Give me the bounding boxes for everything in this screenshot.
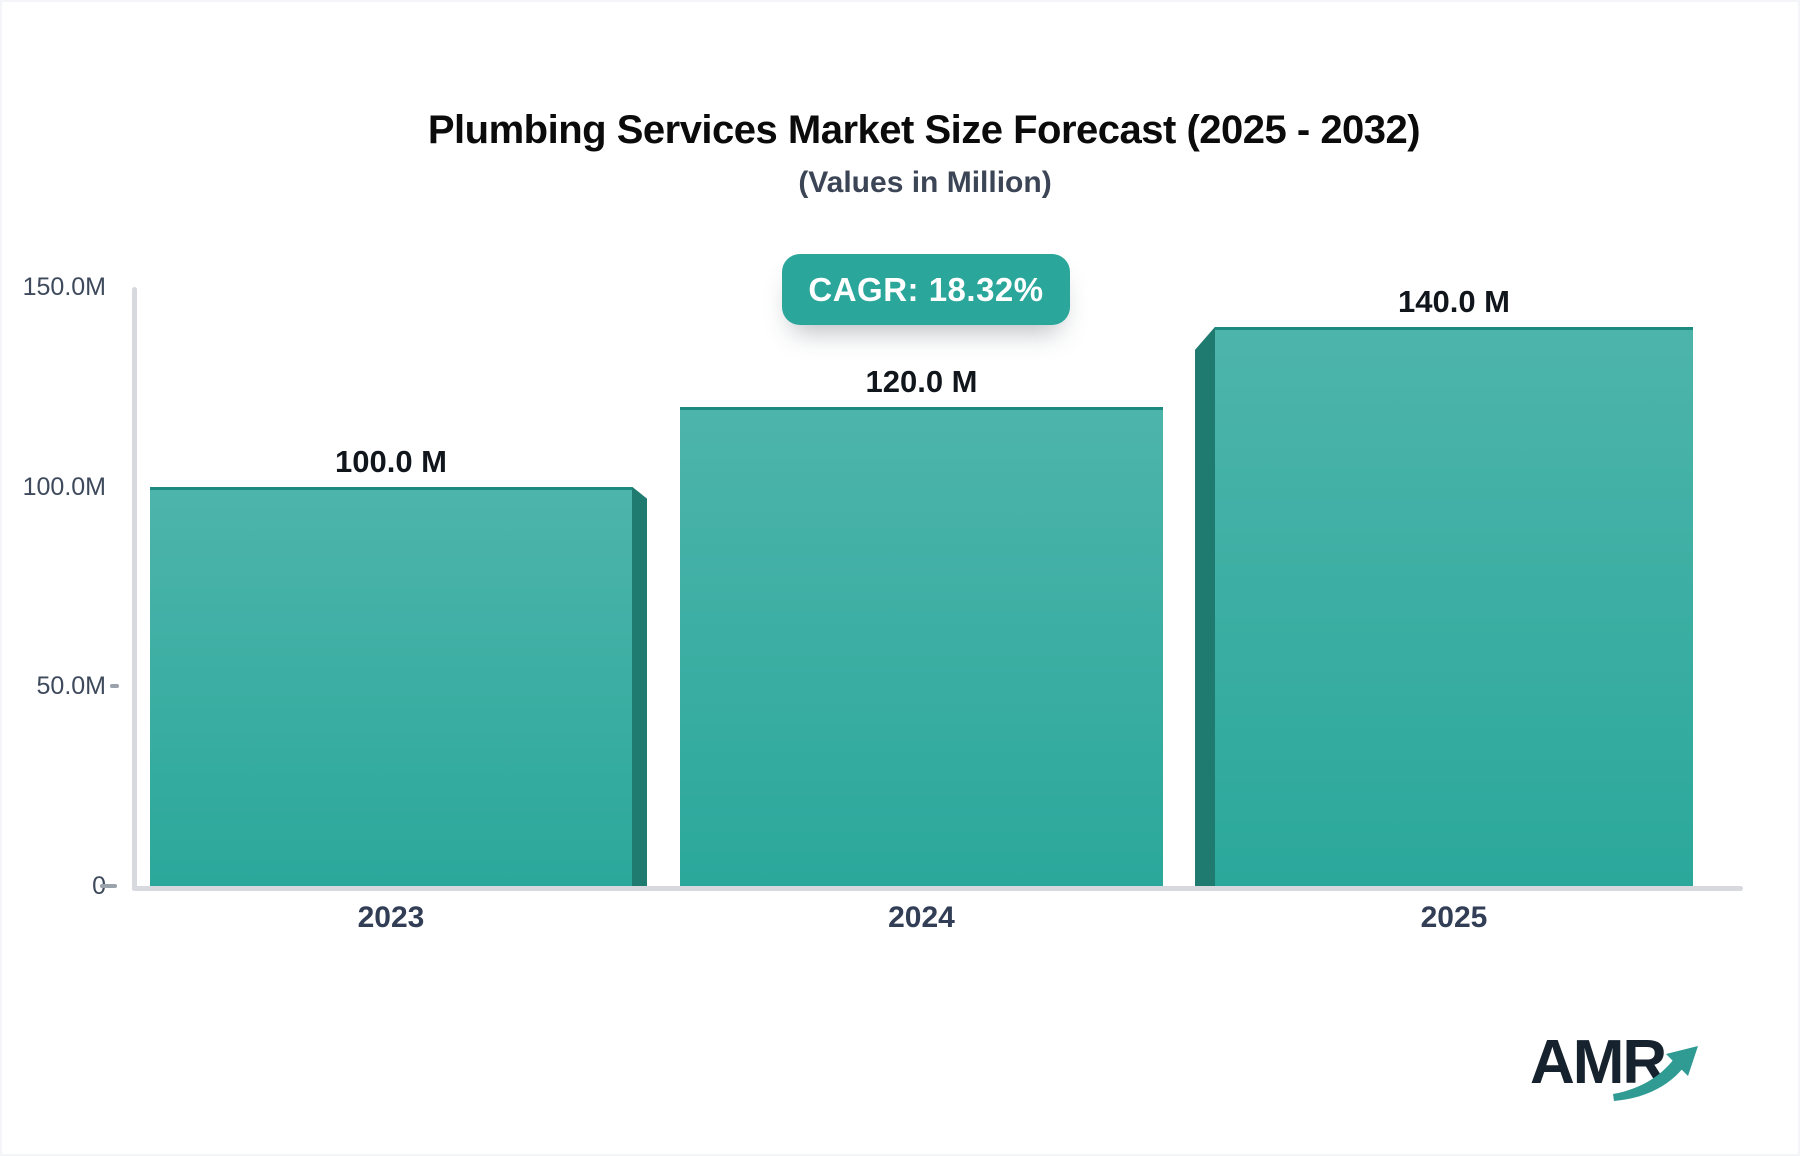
bar-2023-side-face bbox=[632, 486, 647, 886]
cagr-badge: CAGR: 18.32% bbox=[782, 254, 1070, 325]
x-axis-label-2023: 2023 bbox=[357, 901, 425, 934]
y-axis-label-100: 100.0M bbox=[22, 473, 106, 501]
x-axis-label-2024: 2024 bbox=[888, 901, 955, 934]
y-axis-label-0: 0 bbox=[0, 870, 106, 902]
logo-growth-arrow-icon bbox=[1613, 1046, 1698, 1101]
chart-subtitle: (Values in Million) bbox=[798, 166, 1052, 199]
bar-2025-side-face bbox=[1195, 326, 1215, 886]
y-axis-line bbox=[132, 287, 137, 891]
chart-title: Plumbing Services Market Size Forecast (… bbox=[427, 108, 1421, 152]
cagr-badge-label: CAGR: 18.32% bbox=[808, 270, 1044, 308]
x-axis-label-2025: 2025 bbox=[1420, 901, 1488, 934]
bar-2024-value-label: 120.0 M bbox=[865, 363, 978, 399]
y-tick-50 bbox=[110, 684, 119, 688]
y-axis-label-150: 150.0M bbox=[22, 273, 106, 301]
y-tick-0 bbox=[100, 884, 117, 888]
x-axis-line bbox=[132, 886, 1743, 891]
bar-2023 bbox=[150, 486, 632, 886]
bar-2025-value-label: 140.0 M bbox=[1397, 283, 1510, 319]
amr-logo: AMR bbox=[1480, 1010, 1800, 1150]
bar-2024 bbox=[680, 406, 1163, 886]
bar-2023-value-label: 100.0 M bbox=[334, 443, 447, 479]
y-axis-label-50: 50.0M bbox=[36, 672, 106, 700]
bar-2025 bbox=[1215, 326, 1693, 886]
